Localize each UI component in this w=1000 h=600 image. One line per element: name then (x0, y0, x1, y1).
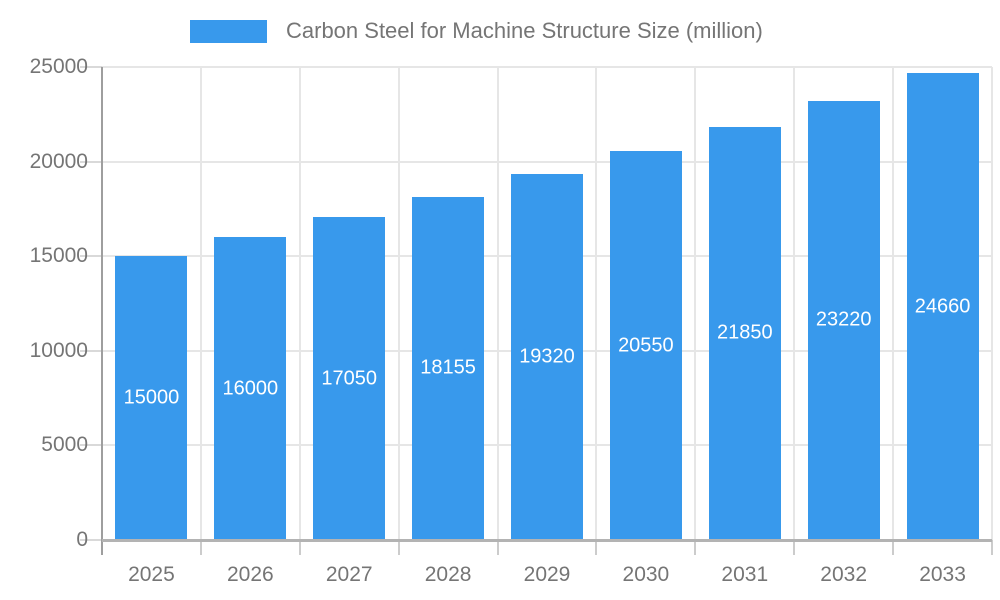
y-gridline (102, 66, 992, 68)
x-axis-tick (397, 540, 400, 555)
x-gridline (298, 67, 301, 540)
x-gridline (793, 67, 796, 540)
x-axis-tick-label: 2026 (226, 563, 274, 586)
x-axis-tick-label: 2025 (128, 563, 175, 586)
bar-value-label: 19320 (519, 345, 575, 368)
bar-value-label: 15000 (123, 386, 180, 409)
y-axis-tick (80, 66, 102, 68)
x-axis-tick (991, 540, 993, 555)
bar (412, 196, 485, 540)
x-axis-tick (298, 540, 301, 555)
bar-value-label: 23220 (815, 308, 872, 331)
bar (313, 217, 386, 540)
x-axis-line (102, 539, 992, 542)
y-axis-tick-label: 20000 (29, 149, 88, 173)
bar-value-label: 18155 (420, 356, 476, 379)
y-gridline (102, 160, 992, 163)
x-axis-tick (892, 540, 895, 555)
x-gridline (199, 67, 202, 540)
bar (708, 126, 781, 540)
y-axis-tick (80, 255, 102, 258)
x-axis-tick (496, 540, 499, 555)
y-axis-tick-label: 15000 (29, 244, 88, 268)
y-axis-tick-label: 0 (76, 528, 88, 551)
x-axis-tick-label: 2027 (325, 563, 373, 586)
x-axis-tick-label: 2031 (721, 563, 769, 586)
x-axis-tick (595, 540, 598, 555)
x-gridline (991, 67, 993, 540)
bar-value-label: 24660 (914, 295, 971, 318)
x-gridline (496, 67, 499, 540)
y-axis-tick (80, 444, 102, 447)
bar-value-label: 21850 (716, 321, 773, 344)
legend-label: Carbon Steel for Machine Structure Size … (286, 18, 763, 43)
x-gridline (397, 67, 400, 540)
bar (609, 151, 682, 540)
x-gridline (694, 67, 697, 540)
bar (115, 256, 188, 540)
x-axis-tick (793, 540, 796, 555)
bar (807, 100, 880, 540)
bar (214, 237, 287, 540)
x-axis-tick-label: 2032 (820, 563, 868, 586)
x-axis-tick-label: 2029 (523, 563, 571, 586)
legend-swatch-icon (190, 19, 267, 43)
y-axis-tick-label: 10000 (29, 338, 88, 362)
x-axis-tick (199, 540, 202, 555)
x-axis-tick-label: 2028 (424, 563, 472, 586)
x-gridline (892, 67, 895, 540)
bar-value-label: 16000 (222, 377, 279, 400)
y-axis-tick-label: 25000 (29, 55, 88, 78)
x-gridline (595, 67, 598, 540)
x-axis-tick (694, 540, 697, 555)
y-axis-tick (80, 539, 102, 541)
y-axis-line (101, 67, 103, 555)
bar (906, 73, 979, 540)
bar (511, 174, 583, 540)
y-axis-tick (80, 160, 102, 163)
legend[interactable]: Carbon Steel for Machine Structure Size … (190, 18, 763, 44)
x-axis-tick-label: 2030 (622, 563, 670, 586)
x-axis-tick-label: 2033 (919, 563, 966, 586)
bar-value-label: 17050 (321, 367, 378, 390)
bar-value-label: 20550 (618, 334, 674, 357)
y-axis-tick-label: 5000 (41, 433, 88, 457)
y-axis-tick (80, 349, 102, 352)
